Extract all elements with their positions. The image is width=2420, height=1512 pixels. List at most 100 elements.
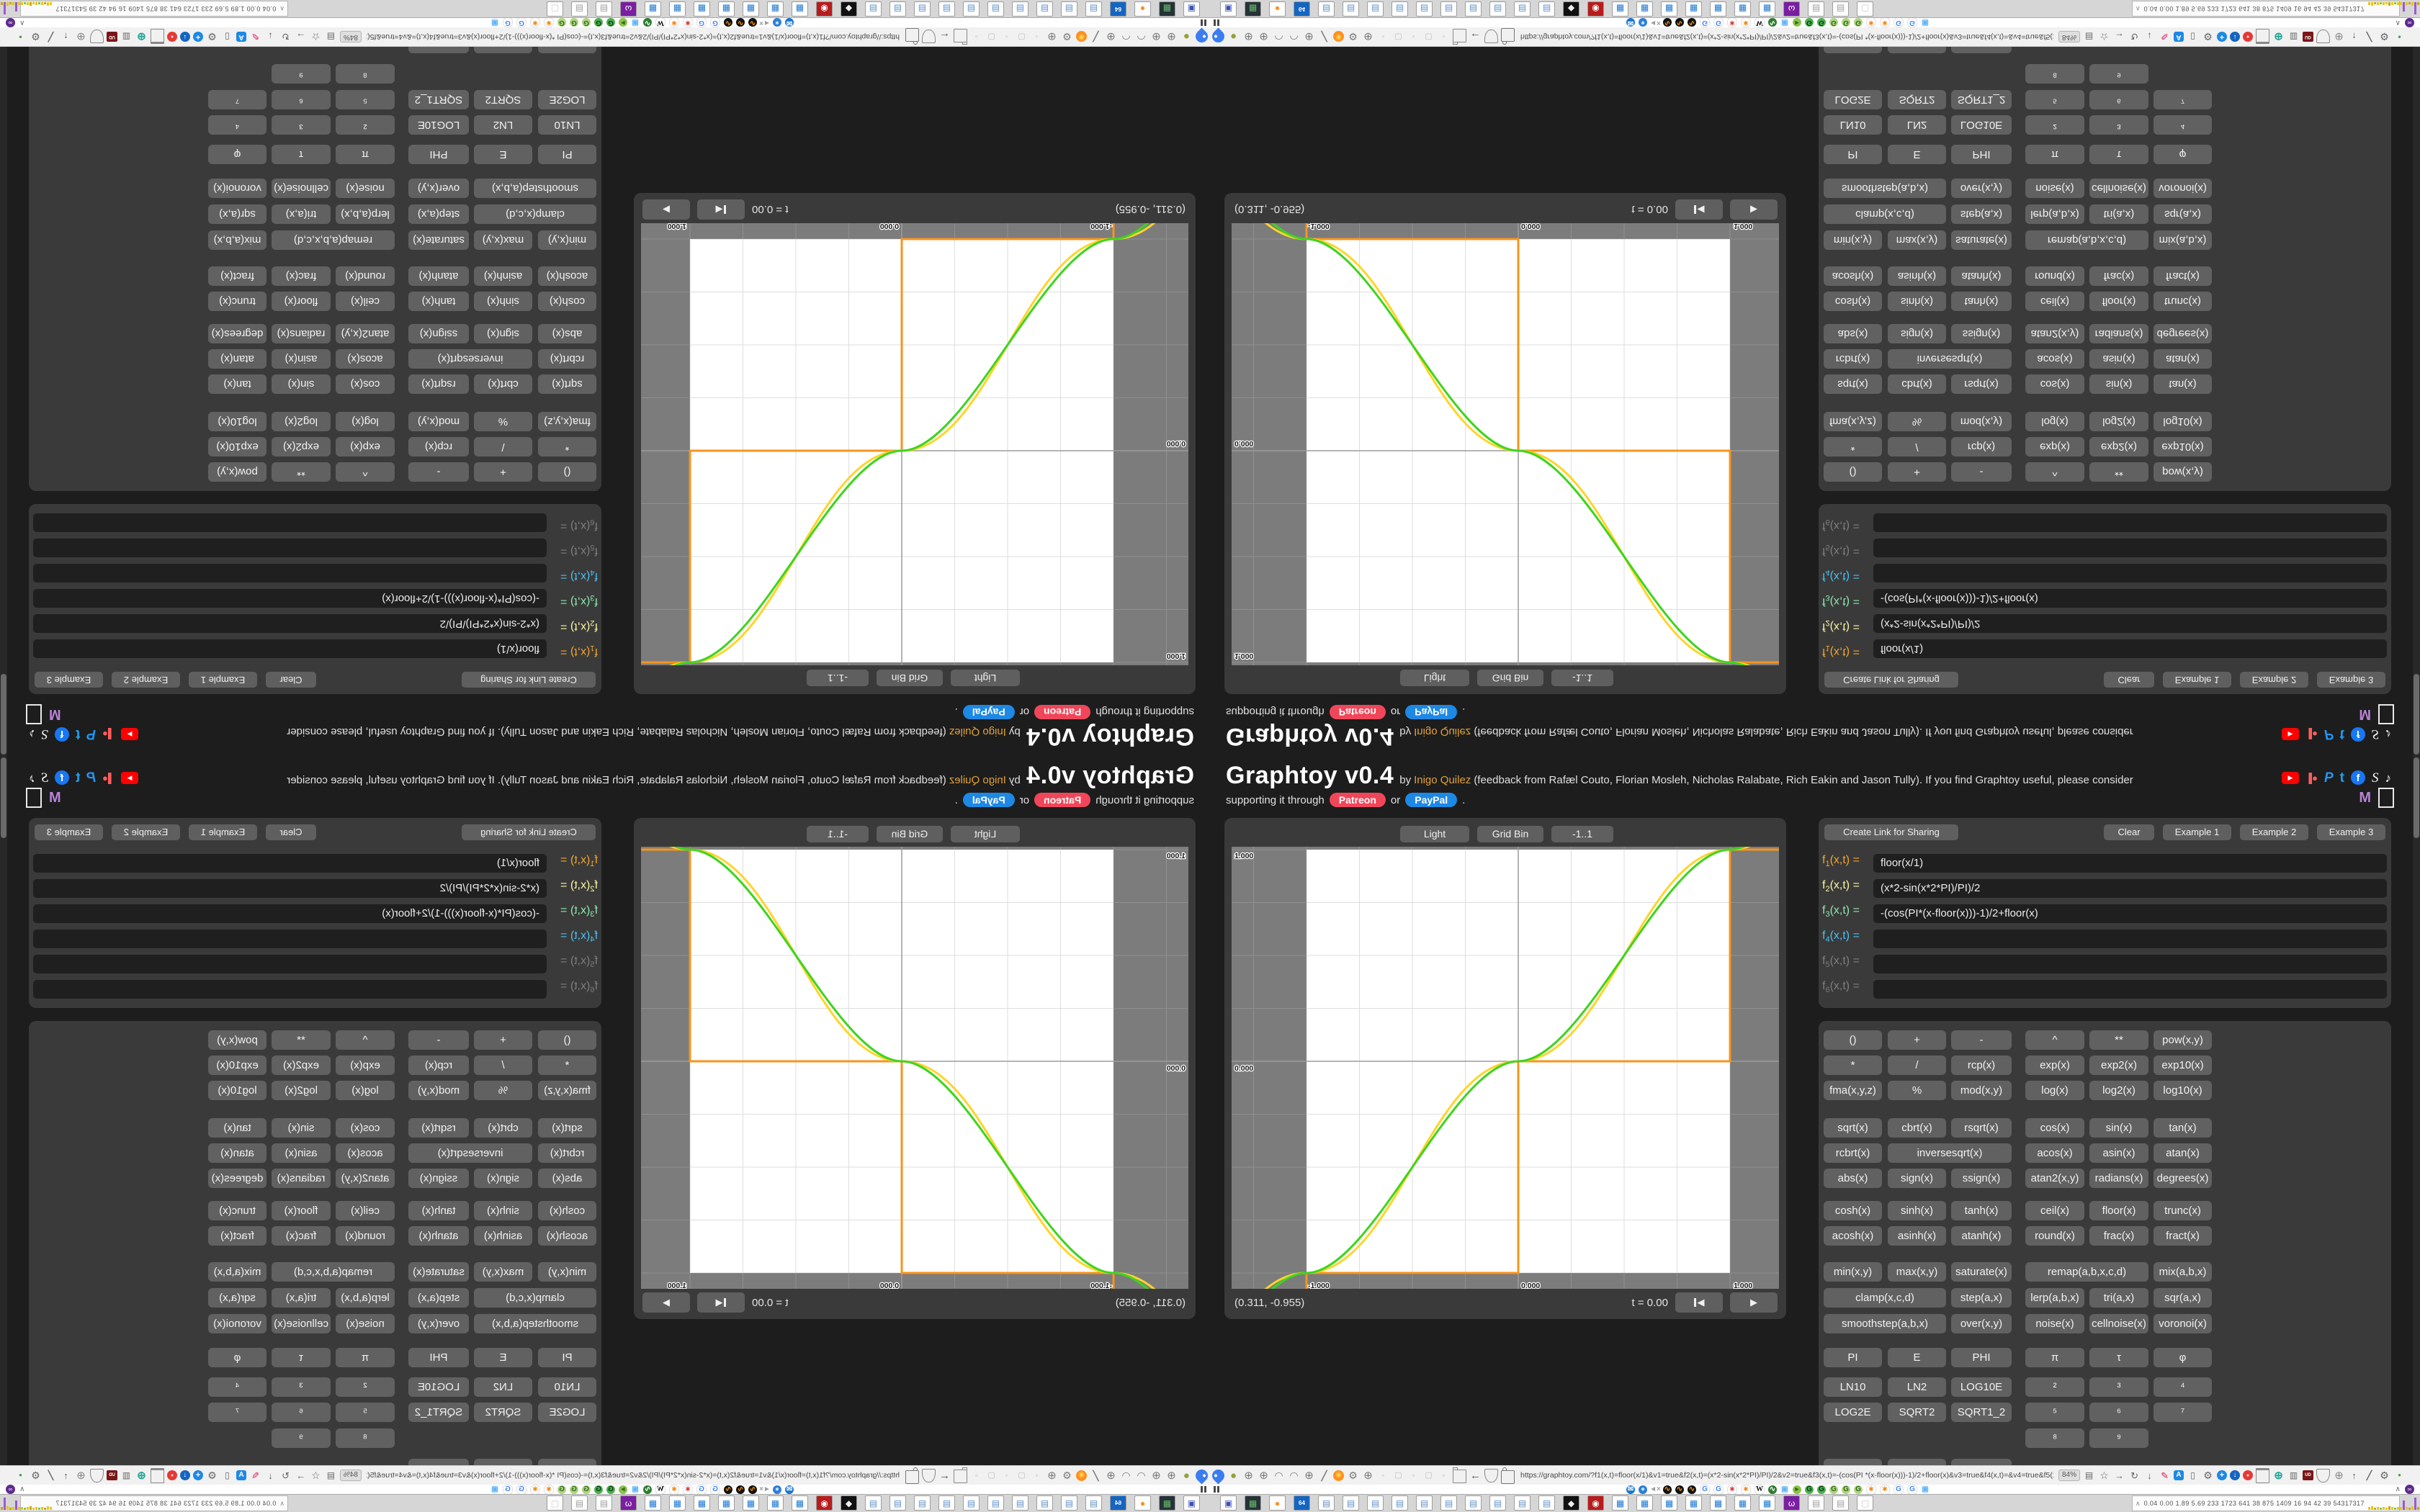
palette-button-rcbrt-x[interactable]: rcbrt(x): [1824, 1143, 1882, 1163]
mastodon-icon[interactable]: M: [2359, 706, 2371, 723]
palette-button-sign-x[interactable]: sign(x): [1888, 1169, 1946, 1188]
palette-button-pi[interactable]: PI: [1824, 1348, 1882, 1367]
back-icon[interactable]: ←: [939, 1469, 950, 1482]
f3-input[interactable]: -(cos(PI*(x-floor(x)))-1)/2+floor(x): [1873, 904, 2387, 923]
palette-button-smoothstep-a-b-x[interactable]: smoothstep(a,b,x): [1824, 179, 1946, 198]
palette-button-[interactable]: φ: [2154, 145, 2212, 164]
zoom-level-badge[interactable]: 84%: [339, 31, 362, 42]
palette-button-atanh-x[interactable]: atanh(x): [1951, 266, 2012, 286]
notepad-app-icon[interactable]: ▤: [889, 1, 906, 17]
ublock-icon[interactable]: UD: [106, 1470, 117, 1480]
orange-gear-favicon[interactable]: ∗: [530, 17, 540, 28]
palette-button-[interactable]: **: [2089, 462, 2148, 482]
mastodon-icon[interactable]: M: [49, 706, 61, 723]
shield-icon[interactable]: [2316, 1468, 2331, 1482]
palette-button-pi[interactable]: PI: [1824, 145, 1882, 164]
palette-button-pow-x-y[interactable]: pow(x,y): [208, 462, 266, 482]
theme-toggle-button[interactable]: Light: [1400, 670, 1469, 686]
palette-button-sinh-x[interactable]: sinh(x): [1888, 1201, 1946, 1220]
lock-icon[interactable]: [905, 28, 919, 42]
palette-button[interactable]: [408, 1459, 469, 1465]
g-light-favicon[interactable]: G: [1842, 1485, 1850, 1494]
notepad-app-icon[interactable]: ▤: [1318, 1495, 1335, 1511]
palette-button-atan2-x-y[interactable]: atan2(x,y): [2025, 324, 2084, 343]
trash-icon[interactable]: [150, 29, 164, 45]
palette-button-[interactable]: φ: [208, 145, 266, 164]
calculator-app-icon[interactable]: ▦: [767, 1, 784, 17]
author-link[interactable]: Inigo Quilez: [1414, 774, 1471, 786]
f1-input[interactable]: floor(x/1): [33, 639, 547, 658]
bookmark-star-icon[interactable]: ☆: [311, 1470, 321, 1481]
palette-button-degrees-x[interactable]: degrees(x): [2154, 324, 2212, 343]
notepad-app-icon[interactable]: ▤: [865, 1, 882, 17]
g-light-favicon[interactable]: G: [557, 18, 566, 27]
chevron-up-icon[interactable]: ∧: [2395, 1485, 2401, 1493]
palette-button-degrees-x[interactable]: degrees(x): [208, 1169, 266, 1188]
palette-button-rsqrt-x[interactable]: rsqrt(x): [1951, 1118, 2012, 1138]
palette-button-step-a-x[interactable]: step(a,x): [408, 1288, 469, 1308]
purple-badge-icon[interactable]: ∞: [6, 18, 15, 27]
palette-button-mix-a-b-x[interactable]: mix(a,b,x): [208, 230, 266, 250]
palette-button-[interactable]: π: [336, 1348, 395, 1367]
square-outline-icon[interactable]: [26, 788, 42, 808]
palette-button-tan-x[interactable]: tan(x): [208, 374, 266, 394]
palette-button-[interactable]: ⁷: [2154, 1403, 2212, 1422]
waveform-favicon[interactable]: ∿: [736, 1485, 745, 1494]
example-2-button[interactable]: Example 2: [2240, 672, 2308, 688]
palette-button-inversesqrt-x[interactable]: inversesqrt(x): [408, 349, 532, 369]
palette-button-log10e[interactable]: LOG10E: [408, 115, 469, 135]
patreon-icon[interactable]: ▐●: [102, 772, 115, 783]
grid-mode-button[interactable]: Grid Bin: [1477, 826, 1543, 842]
reader-mode-icon[interactable]: ▤: [2084, 1470, 2094, 1480]
reader-mode-icon[interactable]: ▤: [326, 1470, 336, 1480]
notepad-app-icon[interactable]: ▤: [1012, 1, 1028, 17]
f2-input[interactable]: (x*2-sin(x*2*PI)/PI)/2: [33, 879, 547, 898]
shield-icon[interactable]: [1484, 30, 1498, 44]
palette-button-saturate-x[interactable]: saturate(x): [1951, 230, 2012, 250]
firefox-icon[interactable]: ◉: [1333, 31, 1344, 42]
notepad-app-icon[interactable]: ▤: [1367, 1495, 1384, 1511]
palette-button-abs-x[interactable]: abs(x): [538, 324, 596, 343]
palette-button-mod-x-y[interactable]: mod(x,y): [1951, 412, 2012, 431]
palette-button-tan-x[interactable]: tan(x): [2154, 374, 2212, 394]
google-favicon[interactable]: G: [696, 1484, 707, 1495]
clipboard-icon[interactable]: ▥: [122, 32, 131, 42]
palette-button-asinh-x[interactable]: asinh(x): [474, 266, 532, 286]
palette-button-ssign-x[interactable]: ssign(x): [408, 1169, 469, 1188]
palette-button-smoothstep-a-b-x[interactable]: smoothstep(a,b,x): [474, 1314, 596, 1333]
download-icon[interactable]: ↓: [268, 31, 273, 42]
palette-button-tan-x[interactable]: tan(x): [2154, 1118, 2212, 1138]
wave-favicon[interactable]: ∿: [643, 18, 652, 27]
share-icon[interactable]: ↑: [2352, 31, 2357, 42]
palette-button-[interactable]: ⁶: [2089, 1403, 2148, 1422]
shield-icon[interactable]: [922, 30, 936, 44]
paypal-button[interactable]: PayPal: [1405, 793, 1458, 807]
firefox-app-icon[interactable]: ●: [1134, 1, 1151, 17]
palette-button-sin-x[interactable]: sin(x): [272, 374, 331, 394]
twitter-icon[interactable]: t: [76, 770, 81, 786]
color-globe-icon[interactable]: ⊕: [2274, 1469, 2283, 1482]
palette-button-[interactable]: %: [1888, 1081, 1946, 1100]
palette-button-ceil-x[interactable]: ceil(x): [336, 1201, 395, 1220]
palette-button-log-x[interactable]: log(x): [336, 412, 395, 431]
wrench-icon[interactable]: ╱: [1321, 1470, 1327, 1481]
muted-speaker-favicon[interactable]: ◄×: [759, 19, 771, 27]
palette-button-noise-x[interactable]: noise(x): [336, 179, 395, 198]
record-icon[interactable]: ●: [2243, 32, 2254, 42]
status-dot-icon[interactable]: ●: [2398, 1472, 2401, 1478]
g-green-favicon[interactable]: G: [1817, 1485, 1826, 1494]
palette-button-[interactable]: *: [1824, 1056, 1882, 1075]
palette-button-saturate-x[interactable]: saturate(x): [1951, 1262, 2012, 1282]
gauge-icon[interactable]: ◠: [1137, 31, 1146, 42]
palette-button-log2-x[interactable]: log2(x): [272, 1081, 331, 1100]
palette-button-exp2-x[interactable]: exp2(x): [272, 1056, 331, 1075]
patreon-icon[interactable]: ▐●: [2305, 772, 2318, 783]
palette-button-[interactable]: ⁵: [336, 1403, 395, 1422]
dim-dot-icon[interactable]: ◦: [974, 32, 978, 42]
wikipedia-favicon[interactable]: W: [655, 17, 666, 28]
google-favicon[interactable]: G: [1700, 1484, 1710, 1495]
palette-button-[interactable]: ⁶: [272, 90, 331, 109]
palette-button-ln2[interactable]: LN2: [1888, 115, 1946, 135]
palette-button-ln10[interactable]: LN10: [538, 1377, 596, 1397]
f1-input[interactable]: floor(x/1): [1873, 639, 2387, 658]
